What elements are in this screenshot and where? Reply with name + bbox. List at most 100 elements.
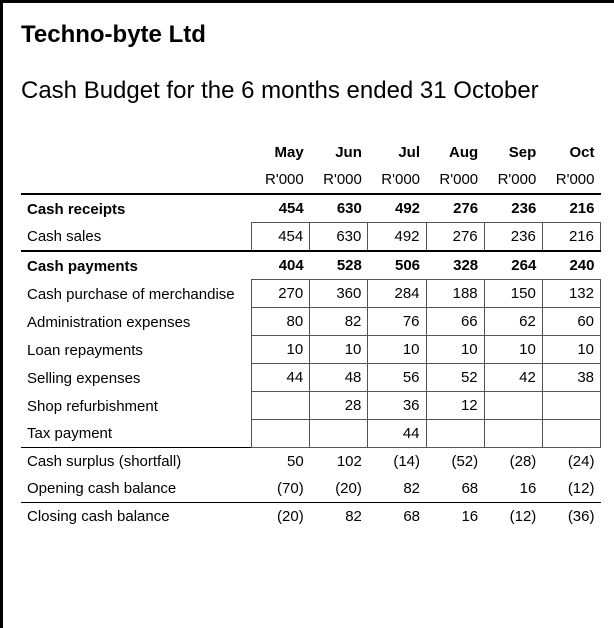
table-row: Cash sales454630492276236216 <box>21 223 601 252</box>
cell-value: 28 <box>310 392 368 420</box>
cell-value: (28) <box>484 448 542 476</box>
cell-value: 42 <box>484 364 542 392</box>
table-row: Selling expenses444856524238 <box>21 364 601 392</box>
table-row: Loan repayments101010101010 <box>21 336 601 364</box>
table-row: Tax payment 44 <box>21 420 601 448</box>
cell-value: 10 <box>252 336 310 364</box>
cell-value: 454 <box>252 223 310 252</box>
document-page: Techno-byte Ltd Cash Budget for the 6 mo… <box>0 0 614 628</box>
cell-value: (52) <box>426 448 484 476</box>
cell-value: 10 <box>310 336 368 364</box>
cell-value <box>484 420 542 448</box>
cell-value: 66 <box>426 308 484 336</box>
cell-value <box>484 392 542 420</box>
cell-value: 82 <box>368 475 426 503</box>
col-month: Jul <box>368 139 426 166</box>
cell-value: (12) <box>542 475 600 503</box>
cell-value: 630 <box>310 194 368 223</box>
cell-value: (12) <box>484 503 542 531</box>
cell-value <box>252 392 310 420</box>
row-label: Cash purchase of merchandise <box>21 280 252 308</box>
row-label: Cash surplus (shortfall) <box>21 448 252 476</box>
row-label: Shop refurbishment <box>21 392 252 420</box>
cell-value: (20) <box>310 475 368 503</box>
cell-value: 44 <box>252 364 310 392</box>
cell-value: 216 <box>542 223 600 252</box>
cell-value: 150 <box>484 280 542 308</box>
cell-value: 492 <box>368 223 426 252</box>
cell-value: 240 <box>542 251 600 280</box>
cell-value: 16 <box>484 475 542 503</box>
cell-value: 102 <box>310 448 368 476</box>
cell-value <box>542 420 600 448</box>
col-month: Oct <box>542 139 600 166</box>
table-row: Closing cash balance(20)826816(12)(36) <box>21 503 601 531</box>
cell-value: 36 <box>368 392 426 420</box>
cell-value <box>426 420 484 448</box>
cell-value: 44 <box>368 420 426 448</box>
cell-value: 80 <box>252 308 310 336</box>
table-row: Opening cash balance(70)(20)826816(12) <box>21 475 601 503</box>
table-row: Administration expenses808276666260 <box>21 308 601 336</box>
col-month: Sep <box>484 139 542 166</box>
table-body: Cash receipts454630492276236216Cash sale… <box>21 194 601 530</box>
cell-value: 60 <box>542 308 600 336</box>
cell-value: 12 <box>426 392 484 420</box>
row-label: Closing cash balance <box>21 503 252 531</box>
cell-value: (20) <box>252 503 310 531</box>
cell-value: 10 <box>368 336 426 364</box>
row-label: Tax payment <box>21 420 252 448</box>
cell-value: 360 <box>310 280 368 308</box>
report-title: Cash Budget for the 6 months ended 31 Oc… <box>21 77 614 105</box>
row-label: Cash payments <box>21 251 252 280</box>
cell-value: 82 <box>310 308 368 336</box>
col-unit: R'000 <box>484 166 542 194</box>
col-month: Jun <box>310 139 368 166</box>
cell-value: (36) <box>542 503 600 531</box>
cell-value: 48 <box>310 364 368 392</box>
cell-value: 270 <box>252 280 310 308</box>
cell-value: 284 <box>368 280 426 308</box>
cell-value: 264 <box>484 251 542 280</box>
table-row: Shop refurbishment 283612 <box>21 392 601 420</box>
cell-value: 10 <box>484 336 542 364</box>
table-row: Cash receipts454630492276236216 <box>21 194 601 223</box>
table-row: Cash surplus (shortfall)50102(14)(52)(28… <box>21 448 601 476</box>
cell-value <box>252 420 310 448</box>
cell-value: 52 <box>426 364 484 392</box>
cell-value: 528 <box>310 251 368 280</box>
table-row: Cash purchase of merchandise270360284188… <box>21 280 601 308</box>
row-label: Loan repayments <box>21 336 252 364</box>
cell-value: 454 <box>252 194 310 223</box>
col-unit: R'000 <box>310 166 368 194</box>
cell-value <box>310 420 368 448</box>
row-label: Cash sales <box>21 223 252 252</box>
cell-value: 404 <box>252 251 310 280</box>
col-unit: R'000 <box>426 166 484 194</box>
row-label: Cash receipts <box>21 194 252 223</box>
cell-value: 56 <box>368 364 426 392</box>
cell-value: 38 <box>542 364 600 392</box>
cell-value: (14) <box>368 448 426 476</box>
table-header: May Jun Jul Aug Sep Oct R'000 R'000 R'00… <box>21 139 601 194</box>
cell-value: (70) <box>252 475 310 503</box>
table-row: Cash payments404528506328264240 <box>21 251 601 280</box>
cell-value: 236 <box>484 223 542 252</box>
cell-value: 82 <box>310 503 368 531</box>
row-label: Selling expenses <box>21 364 252 392</box>
cell-value: 506 <box>368 251 426 280</box>
cash-budget-table: May Jun Jul Aug Sep Oct R'000 R'000 R'00… <box>21 139 601 530</box>
cell-value: 236 <box>484 194 542 223</box>
cell-value: 50 <box>252 448 310 476</box>
col-unit: R'000 <box>368 166 426 194</box>
cell-value: 10 <box>542 336 600 364</box>
cell-value: (24) <box>542 448 600 476</box>
cell-value: 492 <box>368 194 426 223</box>
col-unit: R'000 <box>252 166 310 194</box>
row-label: Opening cash balance <box>21 475 252 503</box>
cell-value <box>542 392 600 420</box>
cell-value: 68 <box>426 475 484 503</box>
cell-value: 16 <box>426 503 484 531</box>
cell-value: 10 <box>426 336 484 364</box>
company-name: Techno-byte Ltd <box>21 21 614 49</box>
